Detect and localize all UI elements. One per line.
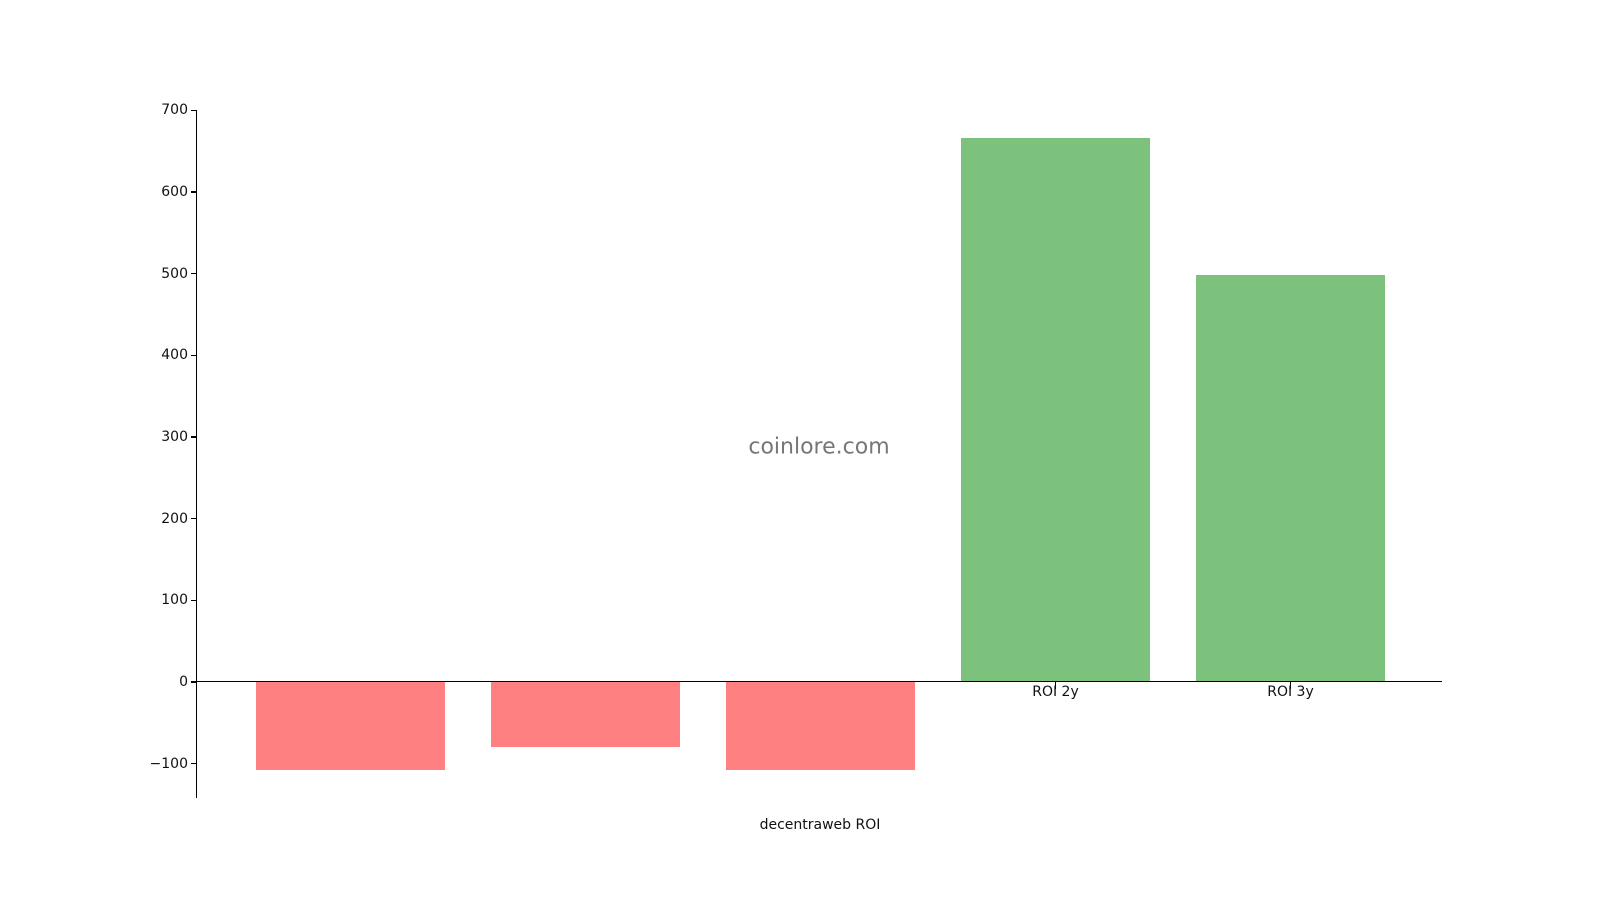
- x-tick-label-roi-3y: ROI 3y: [1267, 684, 1314, 700]
- x-tick-mark: [1054, 682, 1057, 689]
- y-tick-mark: [191, 599, 197, 602]
- y-tick-mark: [191, 762, 197, 765]
- y-tick-mark: [191, 109, 197, 112]
- chart-xlabel: decentraweb ROI: [759, 817, 881, 833]
- y-tick-label: 200: [161, 510, 188, 527]
- y-tick-label: 0: [179, 674, 188, 690]
- bar-positive: [1196, 275, 1385, 682]
- y-tick-mark: [191, 191, 197, 193]
- y-tick-mark: [191, 354, 197, 357]
- y-tick-label: 500: [161, 265, 188, 282]
- y-tick-label: 400: [161, 347, 188, 364]
- y-tick-mark: [191, 273, 197, 275]
- bar-negative: [256, 682, 445, 771]
- bar-negative: [726, 682, 915, 771]
- y-tick-mark: [191, 518, 197, 520]
- y-tick-label: 300: [161, 429, 188, 446]
- y-tick-label: 600: [161, 184, 188, 201]
- y-tick-label: 700: [161, 102, 188, 119]
- bar-positive: [961, 138, 1150, 682]
- y-axis: [195, 110, 197, 798]
- y-tick-label: 100: [161, 592, 188, 609]
- x-tick-label-roi-2y: ROI 2y: [1032, 684, 1079, 700]
- y-tick-mark: [191, 681, 197, 683]
- y-tick-mark: [191, 436, 197, 438]
- x-tick-mark: [1289, 682, 1292, 689]
- x-axis: [197, 680, 1442, 682]
- bar-negative: [491, 682, 680, 748]
- watermark: coinlore.com: [748, 434, 890, 460]
- y-tick-label: −100: [149, 755, 188, 772]
